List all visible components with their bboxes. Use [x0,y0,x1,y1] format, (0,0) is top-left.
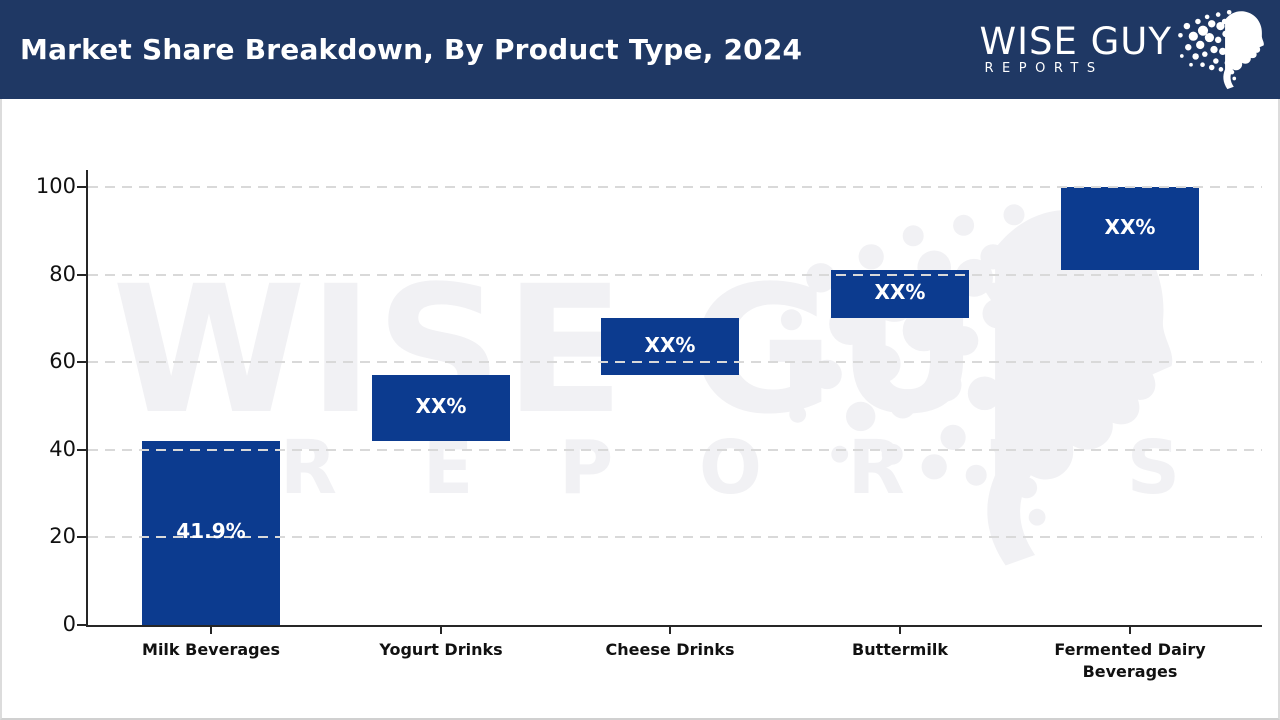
x-tickmark [669,625,671,634]
h-gridline [88,273,1262,276]
x-tickmark [440,625,442,634]
h-gridline [88,448,1262,451]
x-tickmark [1129,625,1131,634]
y-axis-spine [86,170,88,627]
y-tick-label: 100 [35,174,76,198]
y-tickmark [77,624,86,626]
logo-text: WISE GUY REPORTS [980,23,1172,76]
bar-value-label: 41.9% [176,519,246,544]
logo-subtitle: REPORTS [984,61,1104,76]
h-gridline [88,361,1262,364]
y-tickmark [77,273,86,276]
category-label-buttermilk: Buttermilk [852,640,948,659]
category-label-yogurt-drinks: Yogurt Drinks [379,640,503,659]
h-gridline [88,536,1262,539]
bar-value-label: XX% [874,280,926,305]
y-tickmark [77,361,86,364]
x-tickmark [210,625,212,634]
y-tickmark [77,448,86,451]
category-label-milk-beverages: Milk Beverages [142,640,280,659]
x-axis-spine [86,625,1262,627]
bar-cheese-drinks [601,318,739,376]
bar-value-label: XX% [644,332,696,357]
wise-guy-logo: WISE GUY REPORTS [980,8,1266,92]
y-tick-label: 40 [49,436,76,461]
logo-wordmark: WISE GUY [979,20,1172,63]
dotted-head-icon [1178,9,1264,89]
bar-value-label: XX% [1104,214,1156,239]
y-tick-label: 0 [62,612,76,636]
x-tickmark [899,625,901,634]
header-bar: Market Share Breakdown, By Product Type,… [0,0,1280,99]
bar-yogurt-drinks [372,375,510,442]
category-label-fermented-dairy-beverages: Fermented Dairy Beverages [1054,640,1206,681]
bar-value-label: XX% [415,394,467,419]
y-tick-label: 80 [49,261,76,286]
page-title: Market Share Breakdown, By Product Type,… [20,33,803,66]
h-gridline [88,186,1262,188]
y-tick-label: 60 [49,349,76,374]
bar-milk-beverages [142,441,280,625]
y-tickmark [77,536,86,539]
y-tick-label: 20 [49,524,76,549]
category-label-cheese-drinks: Cheese Drinks [605,640,735,659]
y-tickmark [77,186,86,188]
